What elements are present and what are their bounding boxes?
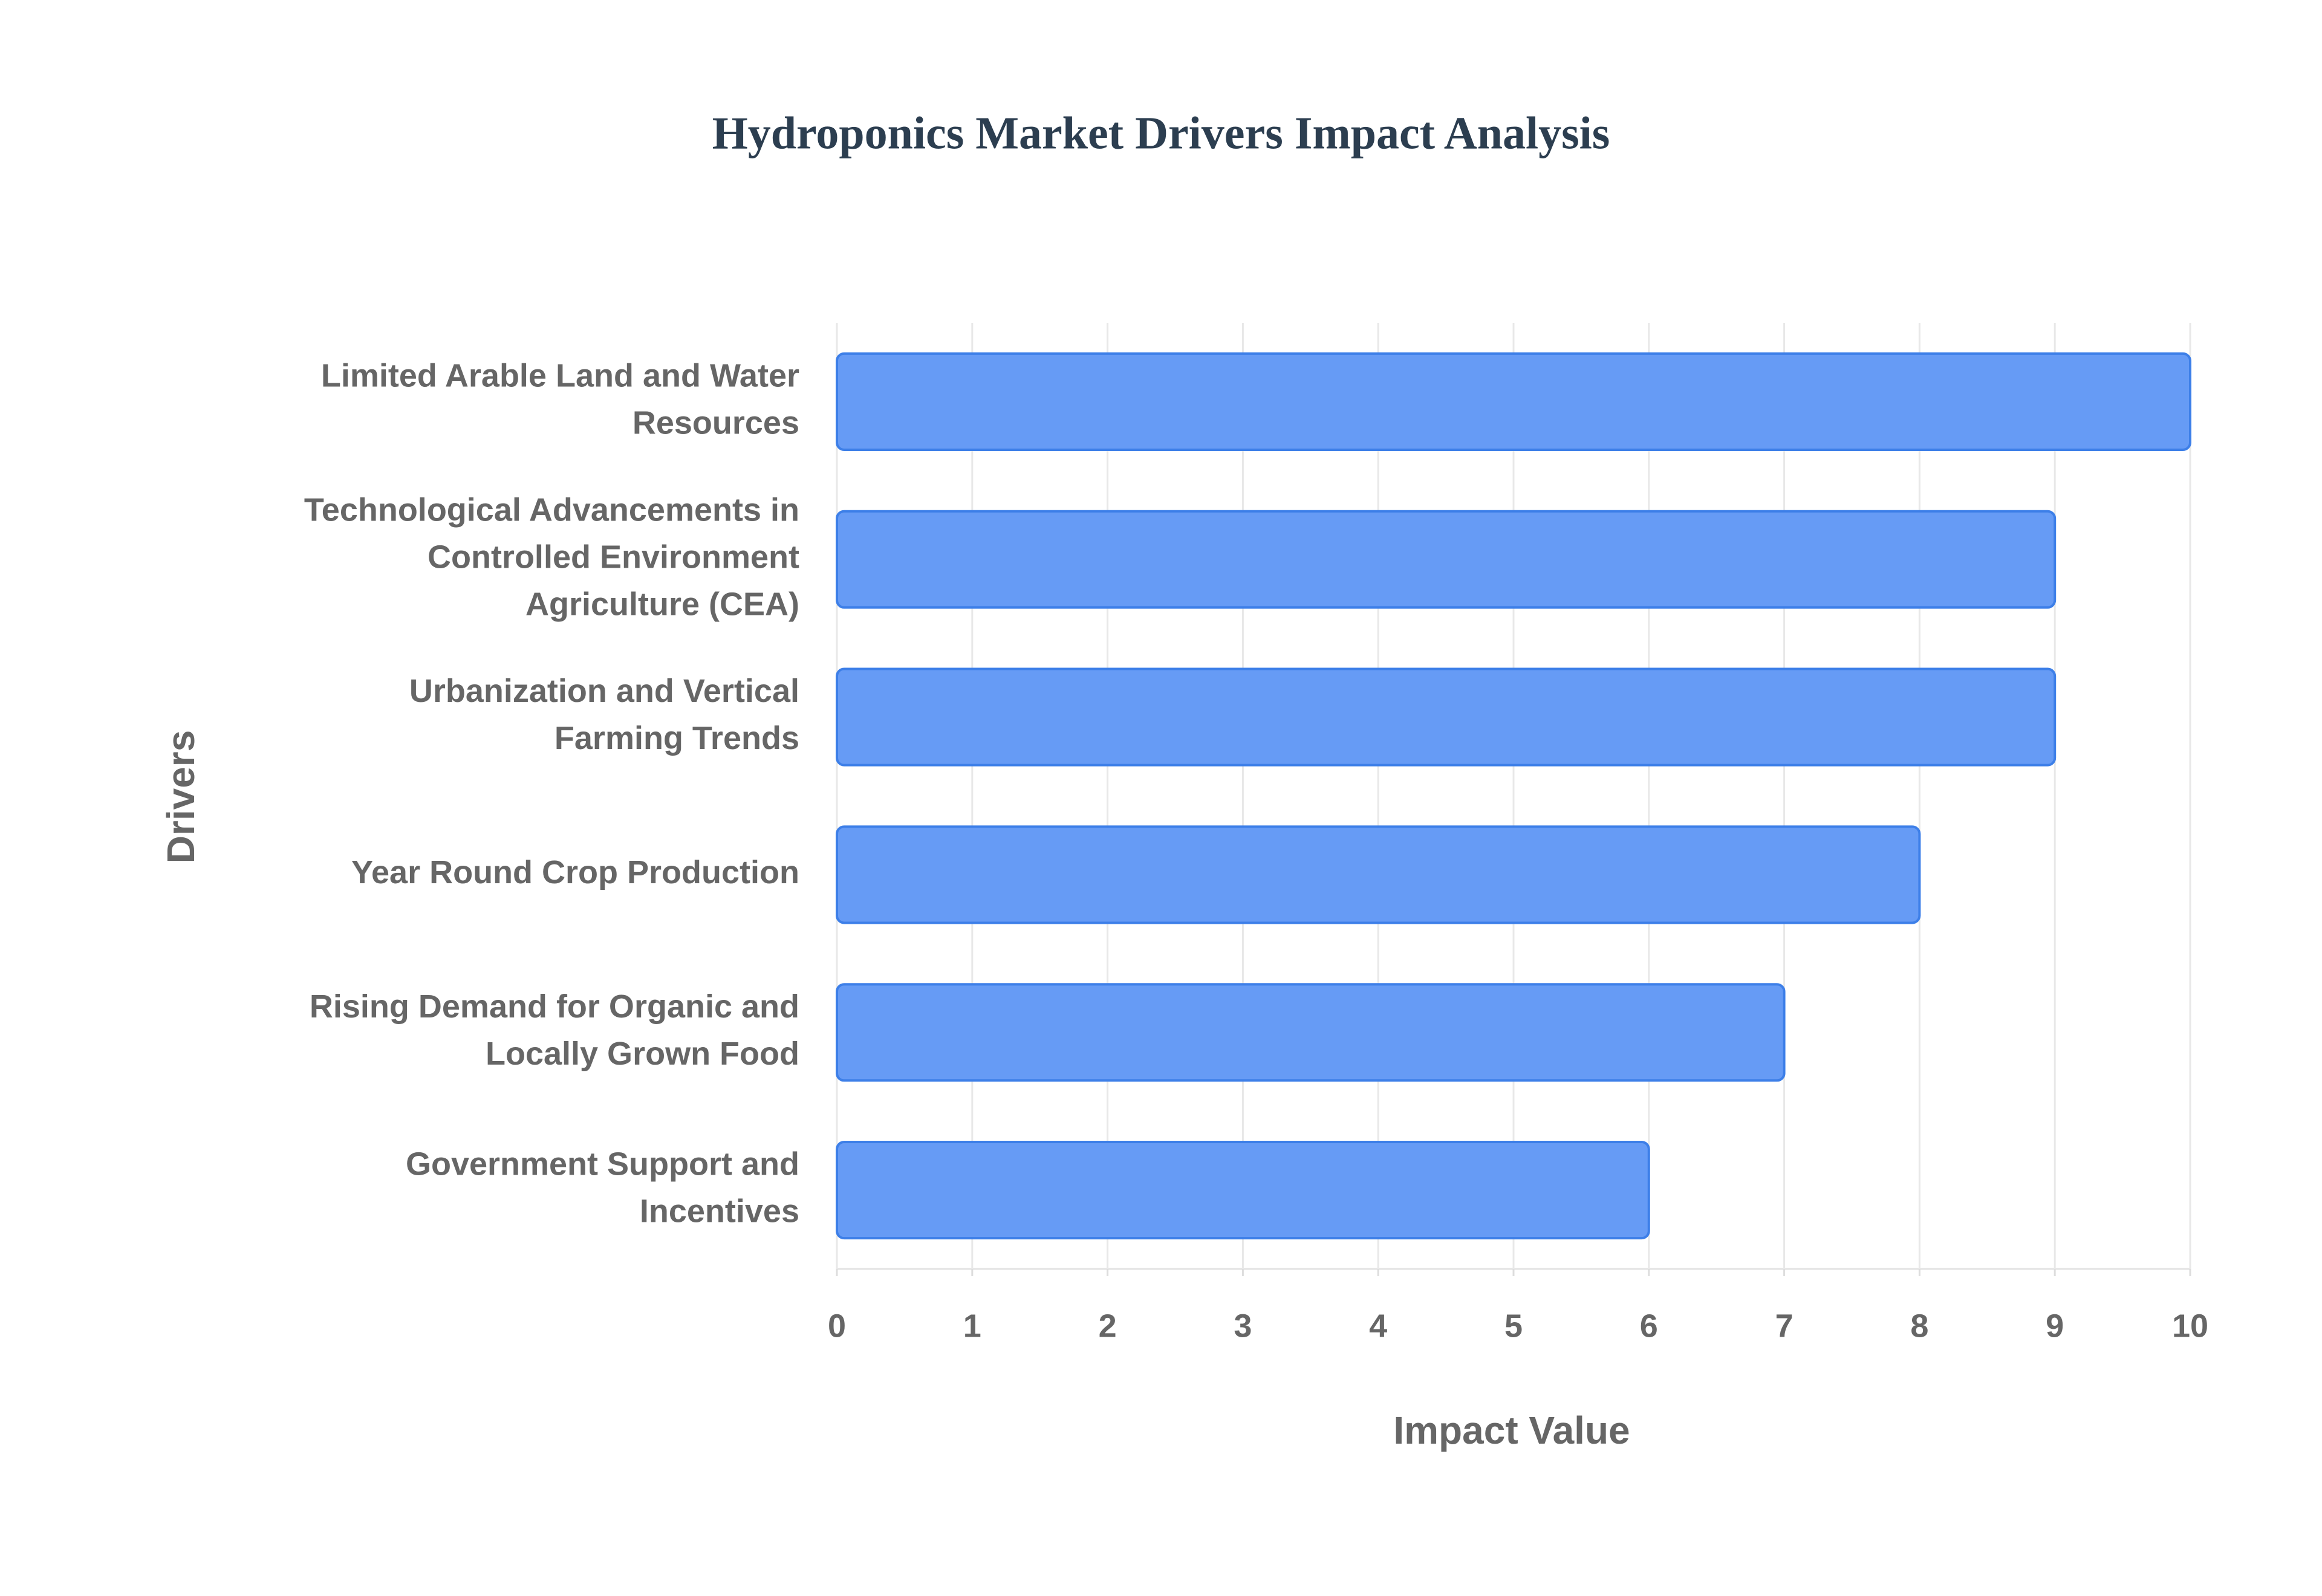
x-tick-label: 8 xyxy=(1910,1308,1928,1344)
y-tick-label: Year Round Crop Production xyxy=(351,854,799,890)
bar xyxy=(836,667,2057,767)
x-tick-label: 7 xyxy=(1775,1308,1794,1344)
chart-title: Hydroponics Market Drivers Impact Analys… xyxy=(712,108,1610,158)
y-axis-title: Drivers xyxy=(159,730,203,864)
y-tick-label: Technological Advancements in Controlled … xyxy=(304,492,799,623)
x-tick-label: 0 xyxy=(828,1308,846,1344)
bar xyxy=(836,983,1786,1082)
bar xyxy=(836,1141,1650,1240)
x-axis-title: Impact Value xyxy=(1393,1409,1630,1452)
x-tick-label: 10 xyxy=(2172,1308,2208,1344)
y-tick-label: Rising Demand for Organic and Locally Gro… xyxy=(310,988,799,1072)
x-tick-label: 4 xyxy=(1369,1308,1387,1344)
x-tick-label: 6 xyxy=(1640,1308,1658,1344)
bar xyxy=(836,825,1921,924)
x-tick-label: 2 xyxy=(1099,1308,1117,1344)
bar xyxy=(836,510,2057,609)
x-tick-label: 5 xyxy=(1504,1308,1523,1344)
y-tick-label: Government Support and Incentives xyxy=(406,1146,799,1230)
x-tick-label: 1 xyxy=(963,1308,981,1344)
y-tick-label: Limited Arable Land and Water Resources xyxy=(321,358,799,441)
y-tick-label: Urbanization and Vertical Farming Trends xyxy=(409,673,799,756)
x-tick-label: 3 xyxy=(1234,1308,1252,1344)
x-tick-label: 9 xyxy=(2046,1308,2064,1344)
bar xyxy=(836,352,2191,451)
